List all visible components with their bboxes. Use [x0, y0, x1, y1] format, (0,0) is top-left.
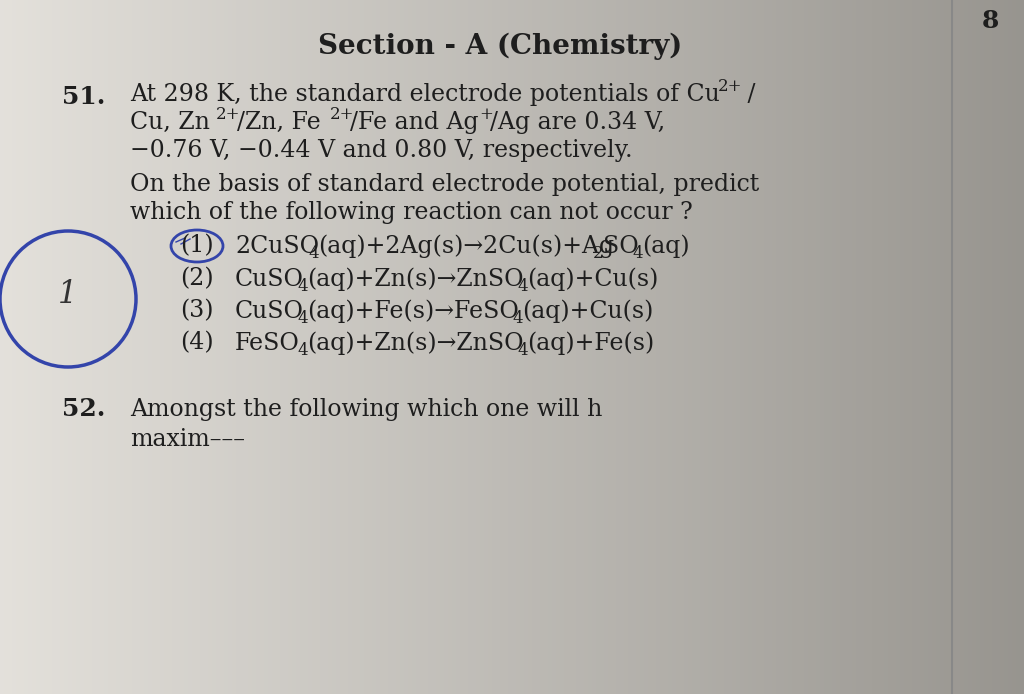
Text: maxim–––: maxim–––: [130, 428, 245, 450]
Text: 51.: 51.: [62, 85, 105, 109]
Text: (1): (1): [180, 235, 214, 257]
Text: (2): (2): [180, 267, 214, 291]
Text: (aq)+Zn(s)→ZnSO: (aq)+Zn(s)→ZnSO: [307, 331, 523, 355]
Text: 4: 4: [517, 341, 527, 359]
Text: (4): (4): [180, 332, 214, 355]
Text: (aq)+Fe(s): (aq)+Fe(s): [527, 331, 654, 355]
Text: 52.: 52.: [62, 397, 105, 421]
Text: (aq)+2Ag(s)→2Cu(s)+Ag: (aq)+2Ag(s)→2Cu(s)+Ag: [318, 235, 614, 257]
Text: /Zn, Fe: /Zn, Fe: [237, 110, 321, 133]
Text: Section - A (Chemistry): Section - A (Chemistry): [317, 33, 682, 60]
Text: (aq)+Cu(s): (aq)+Cu(s): [527, 267, 658, 291]
Text: FeSO: FeSO: [234, 332, 300, 355]
Text: 4: 4: [512, 310, 522, 326]
Text: SO: SO: [603, 235, 639, 257]
Text: 2CuSO: 2CuSO: [234, 235, 319, 257]
Text: 4: 4: [297, 341, 307, 359]
Text: (aq)+Cu(s): (aq)+Cu(s): [522, 299, 653, 323]
Text: 4: 4: [308, 244, 318, 262]
Text: 2+: 2+: [216, 105, 241, 123]
Text: 4: 4: [297, 278, 307, 294]
Text: 2+: 2+: [330, 105, 354, 123]
Text: 4: 4: [517, 278, 527, 294]
Text: 2+: 2+: [718, 78, 742, 94]
Text: 1: 1: [58, 278, 78, 310]
Text: 4: 4: [297, 310, 307, 326]
Text: 2: 2: [593, 244, 603, 262]
Text: (3): (3): [180, 300, 214, 323]
Text: /: /: [740, 83, 756, 105]
Text: /Fe and Ag: /Fe and Ag: [350, 110, 478, 133]
Text: Amongst the following which one will h: Amongst the following which one will h: [130, 398, 602, 421]
Text: (aq)+Zn(s)→ZnSO: (aq)+Zn(s)→ZnSO: [307, 267, 523, 291]
Text: CuSO: CuSO: [234, 300, 304, 323]
Text: (aq): (aq): [642, 235, 689, 257]
Text: −0.76 V, −0.44 V and 0.80 V, respectively.: −0.76 V, −0.44 V and 0.80 V, respectivel…: [130, 139, 633, 162]
Text: On the basis of standard electrode potential, predict: On the basis of standard electrode poten…: [130, 173, 759, 196]
Text: Cu, Zn: Cu, Zn: [130, 110, 210, 133]
Text: (aq)+Fe(s)→FeSO: (aq)+Fe(s)→FeSO: [307, 299, 519, 323]
Text: which of the following reaction can not occur ?: which of the following reaction can not …: [130, 201, 693, 223]
Text: At 298 K, the standard electrode potentials of Cu: At 298 K, the standard electrode potenti…: [130, 83, 720, 105]
Text: CuSO: CuSO: [234, 267, 304, 291]
Text: +: +: [479, 105, 493, 123]
Text: 8: 8: [981, 9, 998, 33]
Text: 4: 4: [632, 244, 643, 262]
Text: /Ag are 0.34 V,: /Ag are 0.34 V,: [490, 110, 666, 133]
